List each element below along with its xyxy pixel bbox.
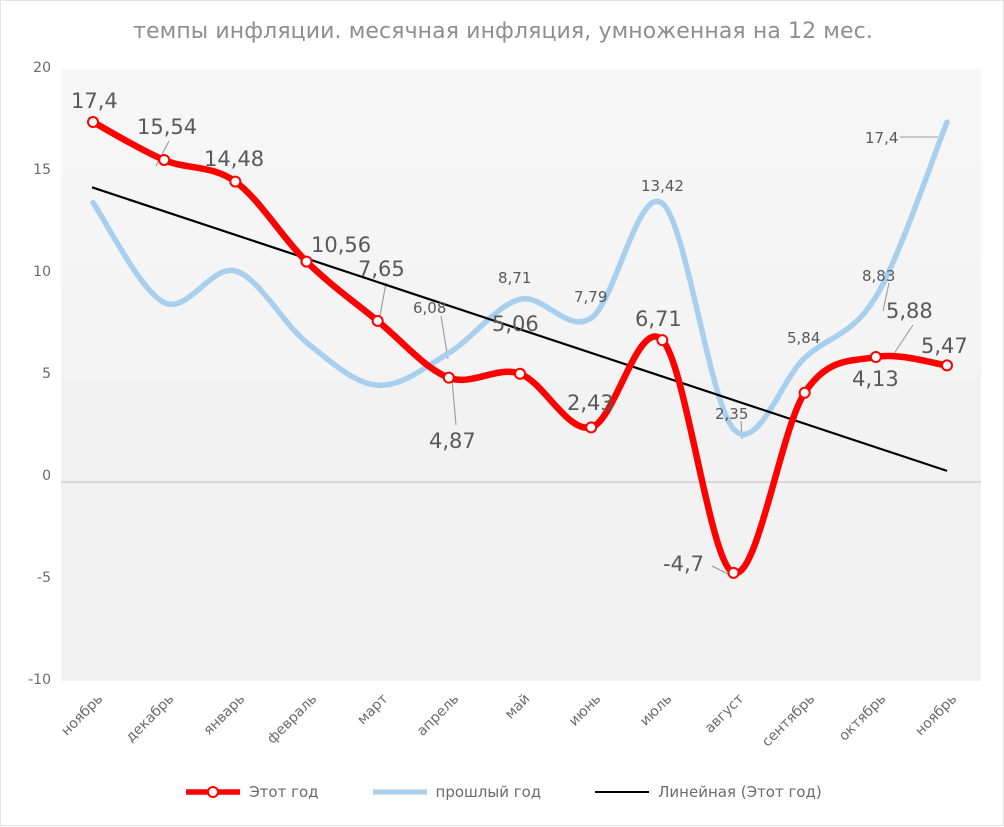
legend-item[interactable]: Линейная (Этот год): [593, 783, 822, 801]
data-point-marker: [371, 314, 384, 327]
data-point-marker: [229, 175, 242, 188]
data-point-label: 5,06: [492, 312, 539, 336]
label-leader-line: [155, 140, 170, 167]
data-point-marker: [727, 566, 740, 579]
data-point-label: 7,79: [574, 288, 608, 306]
data-point-label: 2,43: [567, 391, 614, 415]
data-point-marker: [798, 386, 811, 399]
data-point-marker: [869, 351, 882, 364]
data-point-label: 5,88: [886, 299, 933, 323]
series-line-this-year: [89, 118, 951, 577]
data-point-marker: [941, 359, 953, 372]
data-point-label: 5,84: [787, 329, 821, 347]
series-line-last-year: [90, 119, 950, 438]
data-point-label: 13,42: [641, 177, 684, 195]
data-point-label: 8,83: [862, 267, 896, 285]
data-point-label: 2,35: [715, 405, 749, 423]
series-line-trendline: [91, 186, 948, 472]
data-point-label: 14,48: [204, 147, 265, 171]
data-point-label: -4,7: [663, 552, 704, 576]
label-leader-line: [882, 282, 890, 312]
data-point-label: 6,71: [635, 307, 682, 331]
label-leader-line: [890, 324, 914, 359]
data-point-label: 7,65: [358, 257, 405, 281]
data-point-label: 6,08: [413, 299, 447, 317]
line-swatch-icon: [595, 791, 650, 793]
circle-marker-icon: [186, 786, 241, 798]
data-point-marker: [514, 367, 526, 380]
data-point-label: 5,47: [921, 334, 968, 358]
data-point-marker: [656, 334, 669, 347]
y-axis-tick-label: 0: [42, 468, 51, 484]
y-axis-tick-label: 5: [42, 366, 51, 382]
data-point-label: 17,4: [71, 89, 118, 113]
data-point-label: 15,54: [137, 115, 198, 139]
data-point-label: 4,87: [429, 429, 476, 453]
y-axis-tick-label: 15: [33, 162, 51, 178]
y-axis-tick-label: 10: [33, 264, 51, 280]
legend-item-label: Линейная (Этот год): [658, 783, 822, 801]
chart-legend: Этот год прошлый год Линейная (Этот год): [1, 783, 1004, 801]
series-markers-this-year: [87, 116, 953, 579]
data-point-marker: [300, 255, 313, 268]
page-title: темпы инфляции. месячная инфляция, умнож…: [133, 19, 873, 44]
data-point-label: 17,4: [865, 129, 899, 147]
legend-item[interactable]: прошлый год: [371, 783, 542, 801]
line-swatch-icon: [372, 789, 427, 795]
data-point-marker: [87, 116, 99, 129]
data-point-label: 10,56: [311, 233, 372, 257]
y-axis-tick-label: -5: [37, 570, 51, 586]
data-point-label: 4,13: [852, 367, 899, 391]
legend-item[interactable]: Этот год: [184, 783, 319, 801]
data-point-marker: [158, 153, 171, 166]
label-leader-line: [378, 282, 387, 322]
label-leader-line: [451, 378, 457, 426]
y-axis-tick-label: 20: [33, 60, 51, 76]
y-axis-tick-label: -10: [28, 672, 51, 688]
legend-item-label: Этот год: [249, 783, 319, 801]
legend-item-label: прошлый год: [435, 783, 542, 801]
data-point-label: 8,71: [498, 269, 532, 287]
label-leader-line: [711, 565, 731, 576]
data-point-marker: [585, 421, 598, 434]
data-point-marker: [442, 371, 455, 384]
